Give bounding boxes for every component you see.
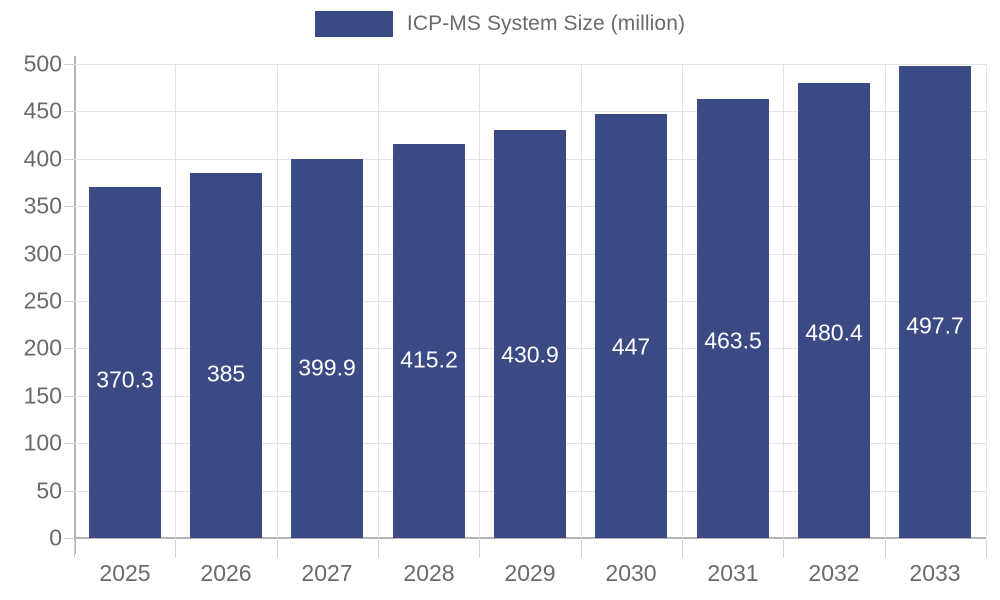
- y-axis-tick: [64, 111, 74, 113]
- y-axis-tick-labels: 0 50 100 150 200 250 300 350 400 450 500: [0, 52, 74, 549]
- bar[interactable]: 415.2: [393, 144, 465, 538]
- bar[interactable]: 385: [190, 173, 262, 538]
- bar[interactable]: 399.9: [291, 159, 363, 538]
- x-axis-tick: [581, 540, 582, 558]
- bar[interactable]: 447: [595, 114, 667, 538]
- y-axis-tick: [64, 301, 74, 302]
- x-axis-tick-label: 2027: [301, 560, 353, 586]
- y-axis-tick: [64, 348, 74, 350]
- y-axis-tick: [64, 538, 74, 539]
- bar-value-label: 430.9: [501, 341, 559, 368]
- x-axis-tick-label: 2028: [403, 560, 455, 586]
- bar-value-label: 370.3: [96, 366, 154, 393]
- x-gridline: [175, 64, 176, 538]
- bar-value-label: 385: [206, 360, 246, 387]
- bar-value-label: 447: [611, 333, 651, 360]
- x-gridline: [682, 64, 683, 538]
- legend-color-swatch: [314, 11, 393, 37]
- y-axis-tick: [64, 490, 74, 492]
- y-gridline: [74, 64, 986, 65]
- y-axis-tick: [64, 395, 74, 397]
- x-axis-tick-label: 2029: [504, 560, 556, 586]
- bar-value-label: 480.4: [805, 319, 863, 346]
- x-axis-tick-label: 2032: [808, 560, 860, 586]
- bar-value-label: 497.7: [906, 312, 964, 339]
- x-axis-tick-label: 2026: [200, 560, 252, 586]
- bar[interactable]: 497.7: [899, 66, 971, 538]
- y-axis-tick-label: 450: [23, 97, 62, 124]
- y-axis-tick-label: 100: [23, 429, 62, 456]
- x-gridline: [277, 64, 278, 538]
- x-gridline: [581, 64, 582, 538]
- x-axis-tick: [378, 540, 379, 558]
- y-axis-tick: [64, 253, 74, 255]
- y-axis-tick-label: 400: [23, 145, 62, 172]
- x-gridline: [479, 64, 480, 538]
- x-axis-tick-label: 2030: [605, 560, 657, 586]
- x-axis-tick: [885, 540, 886, 558]
- x-gridline: [378, 64, 379, 538]
- legend-label: ICP-MS System Size (million): [406, 12, 686, 35]
- x-axis-tick-label: 2025: [99, 560, 151, 586]
- x-axis-tick: [682, 540, 683, 558]
- y-axis-line: [74, 56, 76, 554]
- x-axis-tick: [175, 540, 176, 558]
- x-gridline: [783, 64, 784, 538]
- chart-legend: ICP-MS System Size (million): [0, 0, 1000, 48]
- y-axis-tick: [64, 206, 74, 208]
- x-axis-tick: [986, 540, 987, 558]
- x-axis-tick-label: 2031: [707, 560, 759, 586]
- y-axis-tick-label: 500: [23, 50, 62, 77]
- y-axis-tick: [64, 64, 74, 65]
- x-axis-tick: [783, 540, 784, 558]
- y-axis-tick-label: 200: [23, 334, 62, 361]
- x-axis-tick: [74, 540, 75, 558]
- bar[interactable]: 480.4: [798, 83, 870, 538]
- x-axis-baseline: [74, 537, 986, 539]
- y-axis-tick-label: 250: [23, 287, 62, 314]
- bar[interactable]: 370.3: [89, 187, 161, 538]
- bar-value-label: 399.9: [298, 354, 356, 381]
- y-axis-tick: [64, 443, 74, 445]
- bar[interactable]: 463.5: [697, 99, 769, 538]
- bar-value-label: 415.2: [400, 346, 458, 373]
- x-axis-tick: [479, 540, 480, 558]
- x-axis: 2025 2026 2027 2028 2029 2030 2031 2032 2033: [74, 540, 987, 598]
- y-axis-tick-label: 0: [49, 524, 62, 551]
- y-axis-tick: [64, 158, 74, 160]
- x-axis-tick-label: 2033: [909, 560, 961, 586]
- y-axis-tick-label: 150: [23, 382, 62, 409]
- y-axis-tick-label: 350: [23, 192, 62, 219]
- x-gridline: [885, 64, 886, 538]
- bar[interactable]: 430.9: [494, 130, 566, 538]
- y-axis-tick-label: 300: [23, 240, 62, 267]
- bar-value-label: 463.5: [704, 327, 762, 354]
- y-axis-tick-label: 50: [36, 477, 62, 504]
- x-gridline: [986, 64, 987, 538]
- x-axis-tick: [277, 540, 278, 558]
- plot-area: 370.3 385 399.9 415.2 430.9 447 463.5 480.4 497.…: [74, 64, 987, 539]
- y-gridline: [74, 111, 986, 113]
